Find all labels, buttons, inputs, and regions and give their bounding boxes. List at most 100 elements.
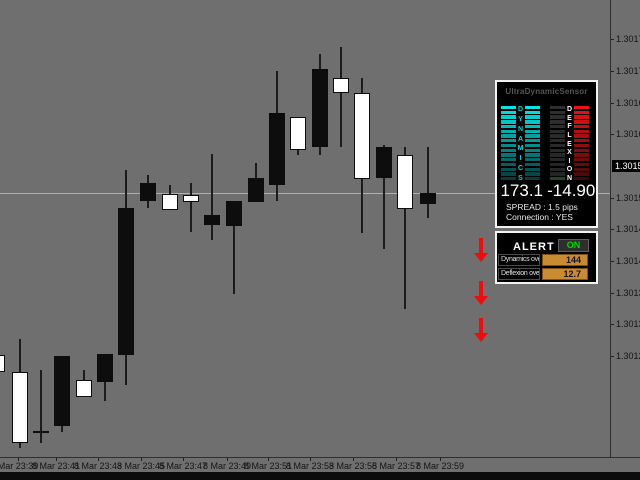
meter-bar xyxy=(550,162,565,167)
meter-letter: D xyxy=(566,106,573,113)
time-axis[interactable]: Mar 23:39 8 Mar 23:41 8 Mar 23:43 8 Mar 23:… xyxy=(0,457,640,472)
candle-wick xyxy=(233,201,235,294)
candle-wick xyxy=(40,370,42,443)
window-bottom-edge xyxy=(0,472,640,480)
candle-body xyxy=(420,193,436,204)
meter-bar xyxy=(501,129,516,133)
meter-bar xyxy=(574,148,589,152)
price-label: 1.30160 xyxy=(616,129,640,139)
candle-body xyxy=(140,183,156,201)
candle-body xyxy=(162,194,178,210)
meter-bar xyxy=(574,153,589,157)
meter-bar xyxy=(525,134,540,138)
meter-letter: O xyxy=(566,166,573,174)
alert-title: ALERT xyxy=(513,241,555,253)
meter-bar xyxy=(574,115,589,119)
sell-signal-arrow-icon xyxy=(474,281,488,305)
meter-bar xyxy=(501,120,516,124)
arrow-head xyxy=(474,253,488,262)
candle-wick xyxy=(383,145,385,249)
price-tick xyxy=(611,39,614,40)
deflexion-value: -14.90 xyxy=(547,181,596,200)
meter-bar xyxy=(525,177,540,181)
meter-bar xyxy=(525,162,540,167)
time-tick xyxy=(98,458,99,461)
meter-bar xyxy=(501,124,516,129)
time-label: 8 Mar 23:45 xyxy=(116,461,166,471)
dynamics-meter-right-bars xyxy=(525,106,540,182)
time-tick xyxy=(310,458,311,461)
meter-bar xyxy=(550,106,565,110)
dynamics-value: 173.1 xyxy=(500,181,544,200)
candle-body xyxy=(290,117,306,150)
price-label: 1.30150 xyxy=(616,193,640,203)
candle-body xyxy=(397,155,413,209)
candle-body xyxy=(76,380,92,397)
meter-bar xyxy=(501,143,516,148)
time-label: 8 Mar 23:47 xyxy=(158,461,208,471)
meter-bar xyxy=(501,115,516,119)
time-tick xyxy=(183,458,184,461)
meter-bar xyxy=(550,124,565,129)
time-tick xyxy=(227,458,228,461)
time-label: 8 Mar 23:49 xyxy=(202,461,252,471)
meter-bar xyxy=(525,115,540,119)
meter-bar xyxy=(501,158,516,162)
meter-bar xyxy=(550,177,565,181)
meter-bar xyxy=(574,167,589,171)
meter-bar xyxy=(501,162,516,167)
arrow-shaft xyxy=(479,281,483,296)
time-label: 8 Mar 23:57 xyxy=(371,461,421,471)
meter-letter: N xyxy=(566,175,573,182)
price-label: 1.30165 xyxy=(616,98,640,108)
meter-bar xyxy=(574,110,589,115)
deflexion-meter-left-bars xyxy=(550,106,565,182)
meter-letter: D xyxy=(517,106,524,113)
price-tick xyxy=(611,71,614,72)
time-label: 8 Mar 23:43 xyxy=(73,461,123,471)
meter-bar xyxy=(525,124,540,129)
alert-on-button[interactable]: ON xyxy=(558,239,589,252)
meter-bar xyxy=(550,148,565,152)
dynamics-meter-left-bars xyxy=(501,106,516,182)
price-tick xyxy=(611,134,614,135)
candle-wick xyxy=(427,147,429,218)
meter-bar xyxy=(550,110,565,115)
price-tick xyxy=(611,198,614,199)
time-label: Mar 23:39 xyxy=(0,461,39,471)
price-label: 1.30125 xyxy=(616,351,640,361)
price-axis[interactable]: 1.30175 1.30170 1.30165 1.30160 1.30155 1.301… xyxy=(610,0,640,457)
time-label: 8 Mar 23:55 xyxy=(328,461,378,471)
arrow-head xyxy=(474,333,488,342)
meter-bar xyxy=(525,120,540,124)
meter-bar xyxy=(525,129,540,133)
spread-label: SPREAD : 1.5 pips xyxy=(506,202,578,212)
meter-bar xyxy=(550,167,565,171)
price-tick xyxy=(611,261,614,262)
price-tick xyxy=(611,293,614,294)
deflexion-over-value[interactable]: 12.7 xyxy=(542,268,588,280)
meter-bar xyxy=(574,158,589,162)
meter-bar xyxy=(525,139,540,143)
meter-bar xyxy=(574,120,589,124)
price-label: 1.30140 xyxy=(616,256,640,266)
indicator-title: UltraDynamicSensor xyxy=(505,87,588,96)
meter-letter: Y xyxy=(518,115,523,123)
meter-bar xyxy=(574,172,589,176)
dynamics-over-value[interactable]: 144 xyxy=(542,254,588,266)
meter-letter: C xyxy=(517,165,524,173)
meter-bar xyxy=(525,158,540,162)
price-label: 1.30175 xyxy=(616,34,640,44)
price-label: 1.30130 xyxy=(616,319,640,329)
meter-letter: E xyxy=(567,140,572,148)
price-tick xyxy=(611,324,614,325)
meter-bar xyxy=(550,129,565,133)
chart-plot[interactable] xyxy=(0,0,610,457)
meter-bar xyxy=(501,148,516,152)
meter-bar xyxy=(501,106,516,110)
candle-body xyxy=(183,195,199,202)
price-tick xyxy=(611,229,614,230)
price-label: 1.30135 xyxy=(616,288,640,298)
